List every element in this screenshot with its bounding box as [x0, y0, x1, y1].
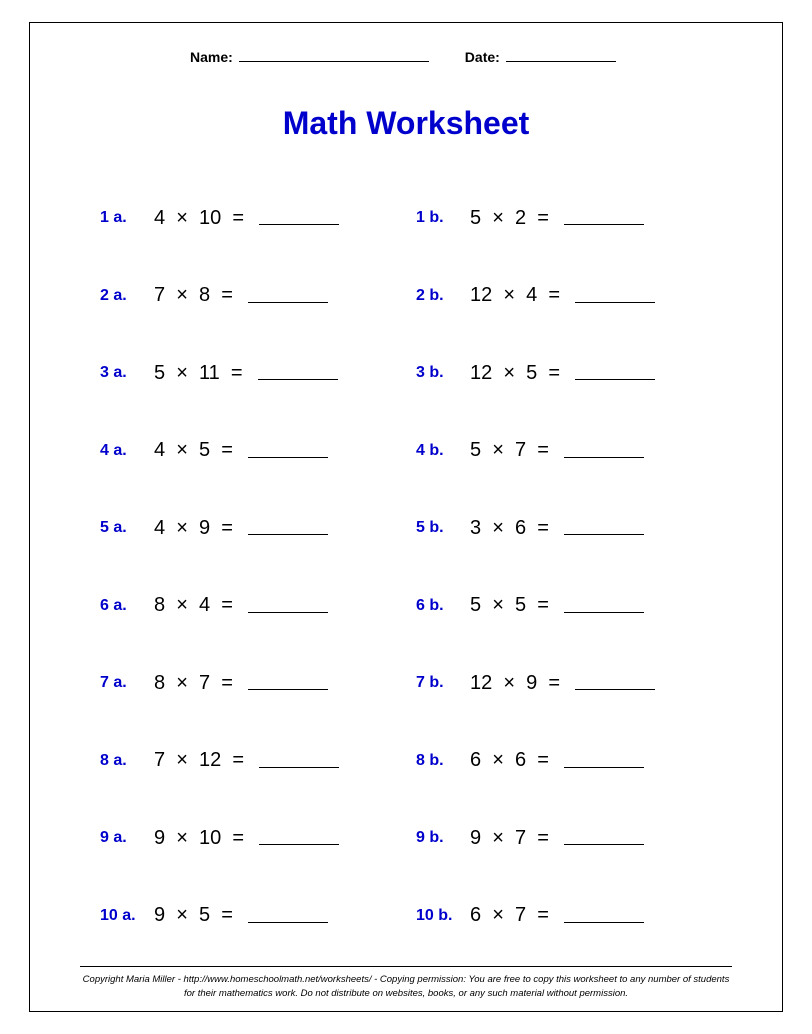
problem: 5 b.3 × 6 = [416, 492, 732, 564]
answer-blank[interactable] [248, 444, 328, 458]
answer-blank[interactable] [564, 599, 644, 613]
name-blank[interactable] [239, 50, 429, 62]
problem-expression: 6 × 7 = [470, 904, 560, 927]
problem-label: 8 a. [100, 752, 154, 770]
answer-blank[interactable] [564, 831, 644, 845]
problem-expression: 8 × 7 = [154, 672, 244, 695]
problem-label: 2 a. [100, 287, 154, 305]
problem-expression: 9 × 10 = [154, 827, 255, 850]
problem-label: 1 b. [416, 209, 470, 227]
problem-label: 9 b. [416, 829, 470, 847]
problem-expression: 12 × 5 = [470, 362, 571, 385]
problem-expression: 8 × 4 = [154, 594, 244, 617]
header-line: Name: Date: [80, 49, 732, 65]
problems-grid: 1 a.4 × 10 = 1 b.5 × 2 = 2 a.7 × 8 = 2 b… [80, 182, 732, 958]
problem-label: 8 b. [416, 752, 470, 770]
problem: 3 b.12 × 5 = [416, 337, 732, 409]
answer-blank[interactable] [248, 289, 328, 303]
date-blank[interactable] [506, 50, 616, 62]
answer-blank[interactable] [575, 676, 655, 690]
problem-expression: 9 × 7 = [470, 827, 560, 850]
answer-blank[interactable] [575, 289, 655, 303]
answer-blank[interactable] [564, 909, 644, 923]
answer-blank[interactable] [564, 521, 644, 535]
problem: 4 a.4 × 5 = [100, 415, 416, 487]
problem: 4 b.5 × 7 = [416, 415, 732, 487]
problem-expression: 5 × 2 = [470, 207, 560, 230]
problem: 9 a.9 × 10 = [100, 802, 416, 874]
answer-blank[interactable] [248, 521, 328, 535]
problem-expression: 4 × 5 = [154, 439, 244, 462]
problem: 2 a.7 × 8 = [100, 260, 416, 332]
problem-label: 4 b. [416, 442, 470, 460]
problem-label: 10 b. [416, 907, 470, 925]
answer-blank[interactable] [248, 676, 328, 690]
problem-expression: 9 × 5 = [154, 904, 244, 927]
problem: 3 a.5 × 11 = [100, 337, 416, 409]
problem-expression: 3 × 6 = [470, 517, 560, 540]
problem-expression: 5 × 7 = [470, 439, 560, 462]
problem: 7 a.8 × 7 = [100, 647, 416, 719]
answer-blank[interactable] [258, 366, 338, 380]
date-label: Date: [465, 49, 500, 65]
problem: 8 a.7 × 12 = [100, 725, 416, 797]
problem-expression: 4 × 9 = [154, 517, 244, 540]
worksheet-title: Math Worksheet [80, 105, 732, 142]
problem-expression: 12 × 4 = [470, 284, 571, 307]
problem-label: 6 a. [100, 597, 154, 615]
problem: 6 b.5 × 5 = [416, 570, 732, 642]
problem: 8 b.6 × 6 = [416, 725, 732, 797]
answer-blank[interactable] [259, 211, 339, 225]
footer-text: Copyright Maria Miller - http://www.home… [80, 966, 732, 1002]
answer-blank[interactable] [259, 831, 339, 845]
problem: 10 b.6 × 7 = [416, 880, 732, 952]
problem: 6 a.8 × 4 = [100, 570, 416, 642]
problem: 10 a.9 × 5 = [100, 880, 416, 952]
problem-label: 7 a. [100, 674, 154, 692]
problem: 1 a.4 × 10 = [100, 182, 416, 254]
answer-blank[interactable] [248, 909, 328, 923]
problem-label: 2 b. [416, 287, 470, 305]
problem: 2 b.12 × 4 = [416, 260, 732, 332]
problem-label: 5 a. [100, 519, 154, 537]
problem-label: 10 a. [100, 907, 154, 925]
problem-expression: 5 × 5 = [470, 594, 560, 617]
worksheet-page: Name: Date: Math Worksheet 1 a.4 × 10 = … [29, 22, 783, 1012]
problem-expression: 12 × 9 = [470, 672, 571, 695]
problem-label: 3 a. [100, 364, 154, 382]
problem-label: 5 b. [416, 519, 470, 537]
problem-expression: 6 × 6 = [470, 749, 560, 772]
answer-blank[interactable] [575, 366, 655, 380]
problem: 5 a.4 × 9 = [100, 492, 416, 564]
problem-label: 7 b. [416, 674, 470, 692]
problem-expression: 4 × 10 = [154, 207, 255, 230]
answer-blank[interactable] [248, 599, 328, 613]
problem-expression: 7 × 12 = [154, 749, 255, 772]
answer-blank[interactable] [564, 211, 644, 225]
problem-expression: 7 × 8 = [154, 284, 244, 307]
problem-label: 9 a. [100, 829, 154, 847]
problem-expression: 5 × 11 = [154, 362, 254, 385]
problem-label: 1 a. [100, 209, 154, 227]
answer-blank[interactable] [564, 444, 644, 458]
answer-blank[interactable] [564, 754, 644, 768]
answer-blank[interactable] [259, 754, 339, 768]
problem: 7 b.12 × 9 = [416, 647, 732, 719]
problem: 9 b.9 × 7 = [416, 802, 732, 874]
name-label: Name: [190, 49, 233, 65]
problem-label: 4 a. [100, 442, 154, 460]
problem-label: 6 b. [416, 597, 470, 615]
problem: 1 b.5 × 2 = [416, 182, 732, 254]
problem-label: 3 b. [416, 364, 470, 382]
